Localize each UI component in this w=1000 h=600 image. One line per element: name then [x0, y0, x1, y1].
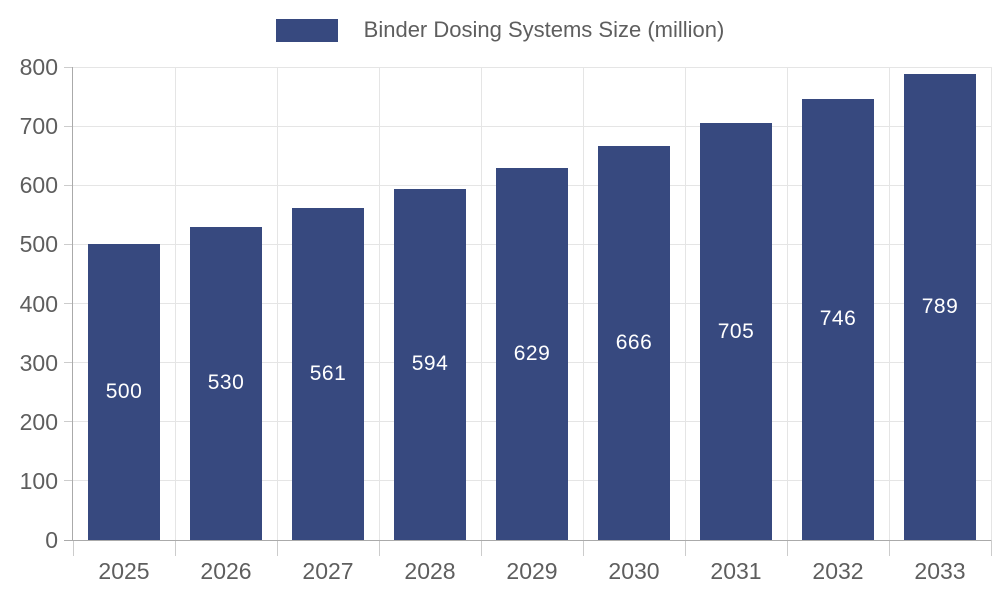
bar-value-label: 561: [309, 362, 347, 386]
x-axis-line: [64, 540, 991, 541]
x-axis-tick: [582, 540, 584, 556]
v-gridline: [378, 67, 380, 540]
h-gridline: [73, 125, 991, 127]
v-gridline: [990, 67, 992, 540]
y-axis-label: 700: [19, 113, 58, 140]
bar-value-label: 666: [615, 331, 653, 355]
x-axis-label-2026: 2026: [200, 558, 252, 584]
x-axis-tick: [786, 540, 788, 556]
y-axis-label: 100: [19, 467, 58, 494]
x-axis-label-2028: 2028: [404, 558, 456, 584]
bar-2029[interactable]: 629: [496, 168, 568, 540]
bar-2031[interactable]: 705: [700, 123, 772, 540]
x-axis-tick: [888, 540, 890, 556]
y-axis-label: 300: [19, 349, 58, 376]
legend[interactable]: Binder Dosing Systems Size (million): [0, 17, 1000, 43]
v-gridline: [786, 67, 788, 540]
v-gridline: [480, 67, 482, 540]
y-axis-tick: [64, 125, 73, 127]
bar-2028[interactable]: 594: [394, 188, 466, 540]
x-axis-label-2033: 2033: [914, 558, 966, 584]
bar-value-label: 530: [207, 371, 245, 395]
v-gridline: [276, 67, 278, 540]
bar-2027[interactable]: 561: [292, 208, 364, 540]
v-gridline: [888, 67, 890, 540]
y-axis-tick: [64, 184, 73, 186]
x-axis-label-2027: 2027: [302, 558, 354, 584]
bar-value-label: 746: [819, 307, 857, 331]
x-axis-tick: [276, 540, 278, 556]
x-axis-tick: [378, 540, 380, 556]
h-gridline: [73, 66, 991, 68]
y-axis-tick: [64, 66, 73, 68]
y-axis-line: [72, 67, 73, 540]
y-axis-label: 600: [19, 172, 58, 199]
y-axis-tick: [64, 303, 73, 304]
y-axis-label: 0: [45, 527, 58, 553]
y-axis-label: 500: [19, 231, 58, 258]
x-axis-tick: [480, 540, 482, 556]
y-axis-label: 200: [19, 408, 58, 435]
y-axis-label: 400: [19, 290, 58, 317]
y-axis-tick: [64, 421, 73, 423]
bar-2033[interactable]: 789: [904, 73, 976, 540]
bar-2026[interactable]: 530: [190, 226, 262, 540]
legend-swatch-icon: [275, 18, 338, 42]
bar-2032[interactable]: 746: [802, 98, 874, 540]
legend-label: Binder Dosing Systems Size (million): [363, 17, 725, 42]
y-axis-tick: [64, 362, 73, 364]
x-axis-tick: [684, 540, 686, 556]
bar-value-label: 500: [105, 380, 143, 404]
bar-2025[interactable]: 500: [88, 244, 160, 540]
bar-2030[interactable]: 666: [598, 146, 670, 540]
v-gridline: [582, 67, 584, 540]
bar-value-label: 629: [513, 342, 551, 366]
x-axis-tick: [990, 540, 992, 556]
v-gridline: [174, 67, 176, 540]
x-axis-label-2032: 2032: [812, 558, 864, 584]
bar-value-label: 789: [921, 294, 959, 318]
x-axis-label-2025: 2025: [98, 558, 150, 584]
y-axis-label: 800: [19, 54, 58, 80]
bar-value-label: 594: [411, 352, 449, 376]
x-axis-label-2030: 2030: [608, 558, 660, 584]
y-axis-tick: [64, 480, 73, 482]
y-axis-tick: [64, 243, 73, 245]
x-axis-tick: [174, 540, 176, 556]
x-axis-tick: [72, 540, 74, 556]
x-axis-label-2029: 2029: [506, 558, 558, 584]
bar-value-label: 705: [717, 319, 755, 343]
x-axis-label-2031: 2031: [710, 558, 762, 584]
v-gridline: [684, 67, 686, 540]
